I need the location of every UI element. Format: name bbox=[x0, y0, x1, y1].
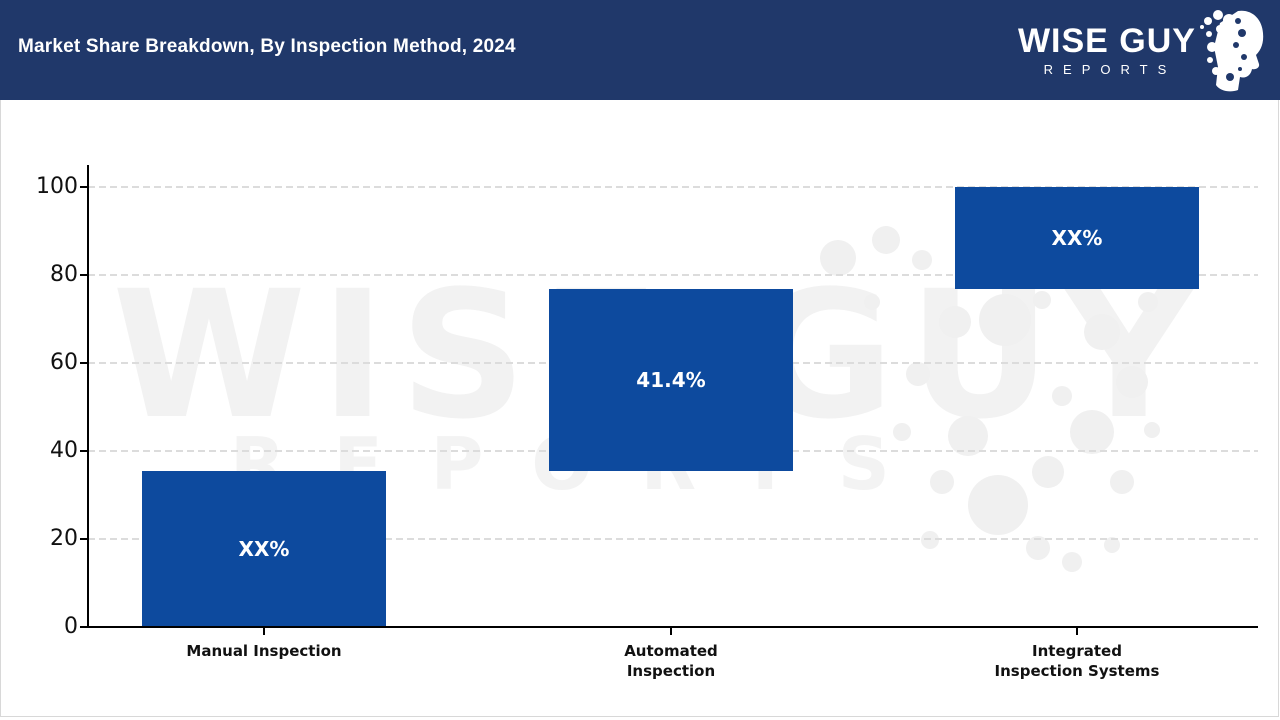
x-axis-category-label: Automated Inspection bbox=[511, 641, 831, 681]
bar-2: 41.4% bbox=[549, 288, 793, 471]
x-axis-tick bbox=[263, 628, 265, 635]
y-axis-tick-label: 80 bbox=[50, 262, 78, 287]
bar-value-label: 41.4% bbox=[636, 367, 706, 392]
y-axis-tick bbox=[80, 626, 88, 628]
y-axis-tick bbox=[80, 362, 88, 364]
x-axis-category-line: Inspection Systems bbox=[994, 662, 1160, 680]
y-axis-line bbox=[87, 165, 89, 628]
bar-1: XX% bbox=[142, 470, 386, 627]
page-title: Market Share Breakdown, By Inspection Me… bbox=[18, 36, 516, 57]
header-bar: Market Share Breakdown, By Inspection Me… bbox=[0, 0, 1280, 100]
y-axis-tick bbox=[80, 274, 88, 276]
bar-3: XX% bbox=[955, 186, 1199, 289]
y-axis-tick bbox=[80, 450, 88, 452]
bar-value-label: XX% bbox=[1051, 225, 1103, 250]
y-axis-tick-label: 60 bbox=[50, 350, 78, 375]
y-axis-tick-label: 0 bbox=[64, 614, 78, 639]
x-axis-category-label: Manual Inspection bbox=[104, 641, 424, 661]
y-axis-tick bbox=[80, 538, 88, 540]
x-axis-tick bbox=[1076, 628, 1078, 635]
x-axis-category-line: Inspection bbox=[626, 662, 716, 680]
gridline bbox=[88, 274, 1258, 276]
dotted-face-icon bbox=[1200, 10, 1264, 92]
logo-wordmark: WISE GUY bbox=[1017, 21, 1196, 60]
gridline bbox=[88, 186, 1258, 188]
x-axis-line bbox=[87, 626, 1258, 628]
y-axis-tick-label: 100 bbox=[36, 174, 78, 199]
x-axis-category-label: Integrated Inspection Systems bbox=[917, 641, 1237, 681]
x-axis-category-line: Integrated bbox=[1032, 642, 1122, 660]
gridline bbox=[88, 538, 1258, 540]
logo-text: WISE GUY REPORTS bbox=[1018, 24, 1196, 77]
logo-subtitle: REPORTS bbox=[1043, 61, 1177, 77]
bar-value-label: XX% bbox=[238, 536, 290, 561]
y-axis-tick-label: 20 bbox=[50, 526, 78, 551]
y-axis-tick-label: 40 bbox=[50, 438, 78, 463]
x-axis-category-line: Automated bbox=[624, 642, 718, 660]
wise-guy-reports-logo: WISE GUY REPORTS bbox=[1018, 6, 1266, 94]
x-axis-category-line: Manual Inspection bbox=[186, 642, 342, 660]
x-axis-tick bbox=[670, 628, 672, 635]
y-axis-tick bbox=[80, 186, 88, 188]
